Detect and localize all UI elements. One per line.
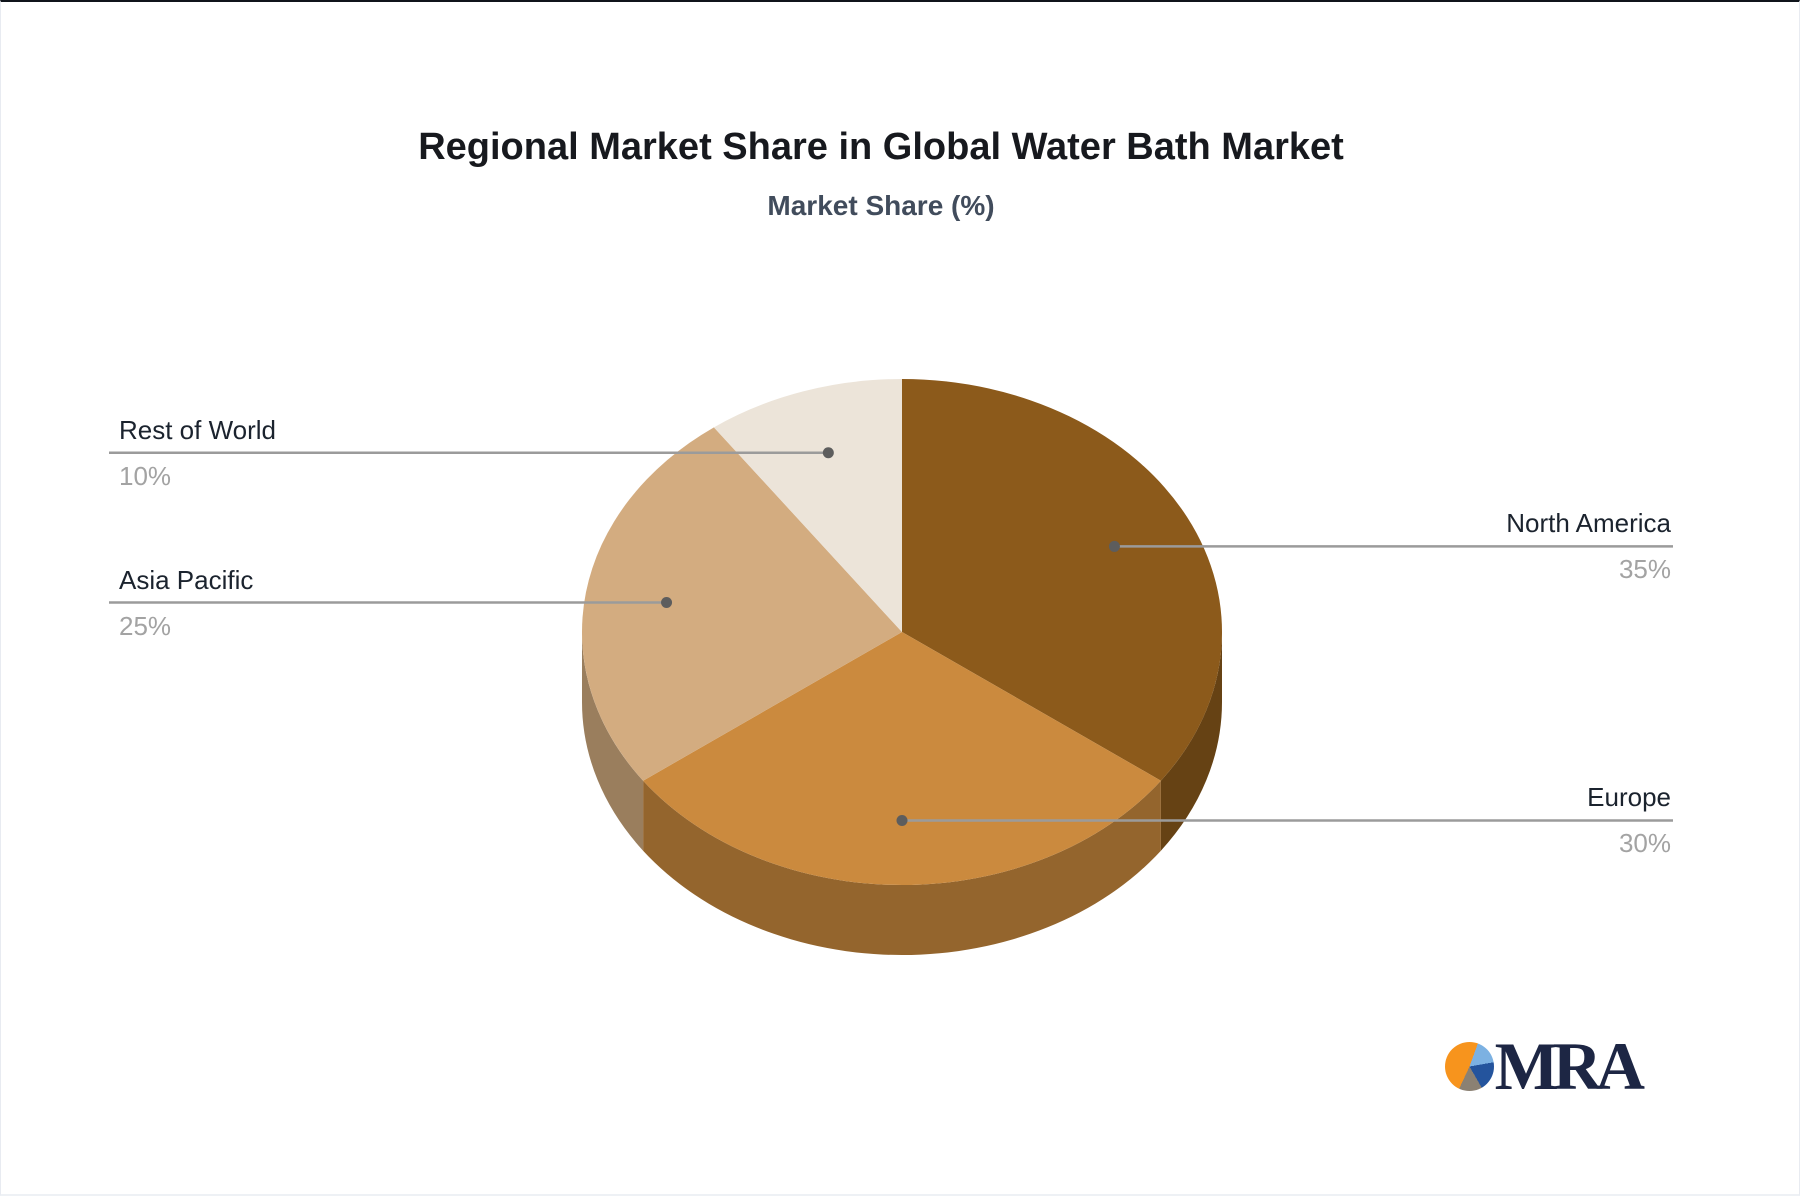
pie-slice-europe[interactable] — [643, 632, 1161, 886]
chart-title: Regional Market Share in Global Water Ba… — [418, 126, 1344, 168]
pie-label-north-america: North America 35% — [1506, 508, 1671, 584]
pie-label-asia-pacific-name: Asia Pacific — [119, 564, 254, 595]
pie-label-europe: Europe 30% — [1587, 782, 1671, 858]
pie-label-north-america-name: North America — [1506, 508, 1671, 539]
pie-label-rest-of-world-value: 10% — [119, 460, 172, 491]
pie-3d-walls — [582, 632, 1222, 956]
pie-label-asia-pacific-value: 25% — [119, 610, 172, 641]
pie-slice-north-america[interactable] — [902, 379, 1223, 781]
pie-label-europe-value: 30% — [1618, 828, 1671, 859]
leader-dot-rest-of-world — [822, 447, 834, 459]
pie-leader-lines — [109, 447, 1673, 826]
logo-text: MRA — [1494, 1028, 1645, 1104]
pie-label-rest-of-world-name: Rest of World — [119, 414, 277, 445]
pie-slice-asia-pacific-side — [582, 632, 644, 851]
chart-subtitle: Market Share (%) — [767, 190, 995, 221]
pie-slice-north-america-side — [1160, 632, 1222, 851]
pie-label-europe-name: Europe — [1587, 782, 1671, 813]
mra-logo: MRA — [1444, 1028, 1645, 1104]
pie-label-north-america-value: 35% — [1618, 554, 1671, 585]
pie-label-rest-of-world: Rest of World 10% — [119, 415, 276, 491]
leader-dot-europe — [896, 814, 908, 826]
pie-slice-rest-of-world[interactable] — [713, 379, 902, 632]
leader-dot-asia-pacific — [661, 597, 673, 609]
pie-label-asia-pacific: Asia Pacific 25% — [119, 565, 253, 641]
pie-slice-europe-side — [643, 780, 1161, 956]
logo-pie-chart-icon — [1444, 1042, 1494, 1091]
pie-slices — [581, 379, 1223, 886]
pie-slice-asia-pacific[interactable] — [581, 427, 902, 781]
leader-dot-north-america — [1108, 540, 1120, 552]
